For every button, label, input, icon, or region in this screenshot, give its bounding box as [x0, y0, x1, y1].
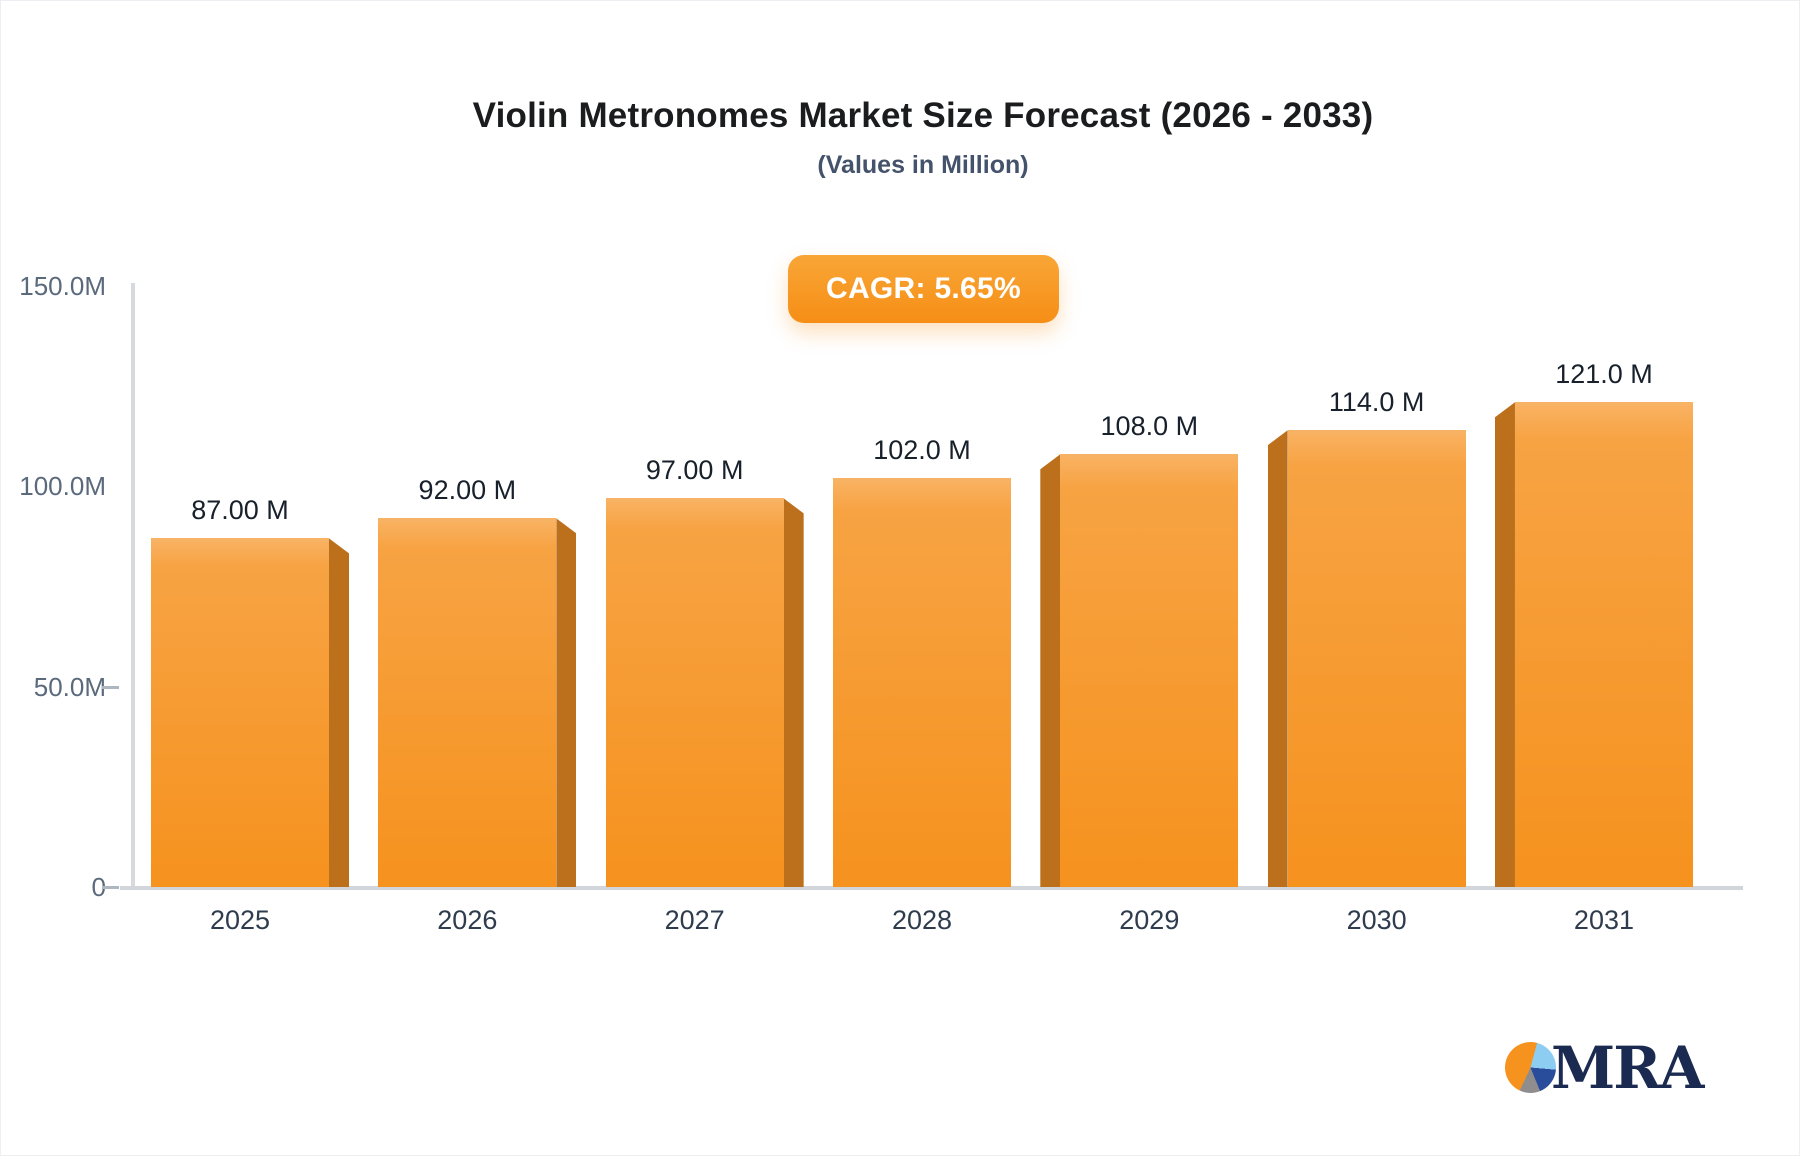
bar-3d-side — [1494, 402, 1515, 887]
chart-title: Violin Metronomes Market Size Forecast (… — [472, 96, 1374, 135]
chart-subtitle: (Values in Million) — [817, 151, 1029, 179]
y-axis-tick — [102, 886, 119, 889]
bar-2026 — [378, 518, 557, 887]
bar-value-label: 92.00 M — [418, 475, 517, 506]
x-axis-label: 2031 — [1573, 905, 1634, 935]
bar-value-label: 102.0 M — [873, 435, 971, 466]
x-axis-line — [120, 886, 1743, 890]
bar-2028 — [832, 478, 1011, 887]
cagr-badge-label: CAGR: 5.65% — [825, 272, 1022, 305]
bar-2025 — [151, 538, 329, 887]
bar-value-label: 87.00 M — [191, 495, 289, 526]
y-axis-line — [131, 283, 135, 890]
y-axis-label: 150.0M — [19, 271, 106, 301]
x-axis-label: 2029 — [1119, 905, 1180, 935]
pie-chart-icon — [1505, 1042, 1556, 1093]
bar-3d-side — [1040, 454, 1061, 887]
x-axis-label: 2025 — [209, 905, 271, 935]
bar-value-label: 108.0 M — [1100, 411, 1199, 442]
logo-text: MRA — [1551, 1034, 1704, 1102]
bar-value-label: 114.0 M — [1328, 387, 1425, 418]
mra-logo: MRA — [1505, 1031, 1745, 1111]
bar-value-label: 97.00 M — [645, 455, 744, 486]
bar-3d-side — [329, 538, 349, 887]
cagr-badge: CAGR: 5.65% — [788, 255, 1059, 323]
y-axis-label: 50.0M — [33, 671, 106, 702]
x-axis-label: 2026 — [437, 905, 498, 935]
x-axis-label: 2028 — [891, 905, 953, 935]
bar-3d-side — [556, 518, 577, 887]
bar-2027 — [605, 498, 784, 887]
bar-3d-side — [1267, 430, 1288, 887]
bar-value-label: 121.0 M — [1555, 359, 1653, 390]
bar-2029 — [1060, 454, 1239, 887]
x-axis-label: 2027 — [664, 905, 725, 935]
y-axis-label: 100.0M — [19, 471, 106, 502]
bar-2031 — [1514, 402, 1693, 887]
bar-3d-side — [783, 498, 804, 887]
x-axis-label: 2030 — [1346, 905, 1407, 935]
y-axis-label: 0 — [91, 872, 106, 902]
bar-2030 — [1287, 430, 1466, 887]
y-axis-tick — [102, 685, 119, 689]
